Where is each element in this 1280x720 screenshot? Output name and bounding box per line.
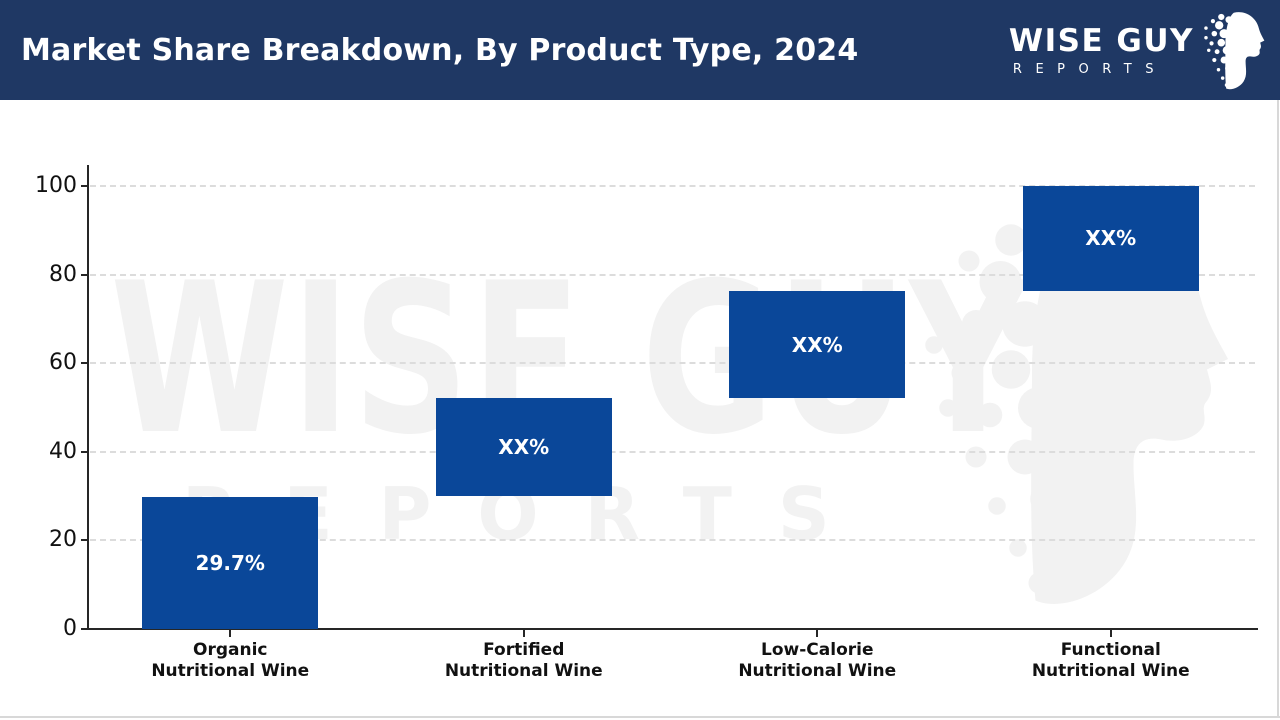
y-tick-label-0: 0 — [63, 616, 77, 641]
y-tick-label-60: 60 — [49, 350, 77, 376]
logo-wordmark: WISE GUY — [1008, 22, 1194, 59]
x-tick-mark-1 — [229, 630, 232, 637]
category-label-4: Functional Nutritional Wine — [971, 640, 1251, 682]
y-tick-label-40: 40 — [49, 438, 77, 464]
bar-2: XX% — [435, 398, 612, 497]
wiseguy-logo: WISE GUY REPORTS — [1009, 10, 1266, 92]
gridline-100 — [90, 185, 1255, 187]
bar-value-label-4: XX% — [1085, 226, 1137, 251]
category-label-line1: Low-Calorie — [761, 640, 874, 660]
y-tick-mark-100 — [81, 185, 88, 187]
x-tick-mark-4 — [1109, 630, 1112, 637]
category-label-line2: Nutritional Wine — [151, 661, 310, 681]
gridline-20 — [90, 539, 1255, 542]
gridline-80 — [90, 273, 1255, 276]
bar-value-label-2: XX% — [498, 435, 550, 460]
gridline-60 — [90, 362, 1255, 365]
bar-4: XX% — [1022, 186, 1199, 291]
y-tick-mark-40 — [81, 450, 88, 453]
bar-value-label-1: 29.7% — [195, 551, 265, 576]
header-bar: Market Share Breakdown, By Product Type,… — [0, 0, 1280, 100]
y-tick-mark-0 — [81, 628, 88, 630]
y-tick-mark-60 — [81, 362, 88, 365]
y-tick-label-20: 20 — [49, 527, 77, 553]
y-tick-mark-80 — [81, 273, 88, 276]
x-axis-line — [87, 628, 1258, 630]
category-label-3: Low-Calorie Nutritional Wine — [677, 640, 957, 682]
y-axis-line — [87, 165, 89, 630]
y-tick-label-80: 80 — [49, 261, 77, 287]
logo-wordmark-block: WISE GUY REPORTS — [1008, 22, 1194, 77]
category-label-line1: Functional — [1060, 640, 1161, 660]
y-tick-mark-20 — [81, 539, 88, 542]
right-border-line — [1277, 100, 1279, 718]
logo-subtext: REPORTS — [1012, 61, 1168, 77]
category-label-line1: Organic — [193, 640, 268, 660]
bar-1: 29.7% — [142, 497, 319, 629]
bar-3: XX% — [729, 290, 906, 399]
page-title: Market Share Breakdown, By Product Type,… — [21, 32, 859, 68]
x-tick-mark-2 — [522, 630, 525, 637]
category-label-line2: Nutritional Wine — [1031, 661, 1190, 681]
category-label-2: Fortified Nutritional Wine — [384, 640, 664, 682]
gridline-40 — [90, 450, 1255, 453]
bottom-border-line — [0, 716, 1280, 718]
x-tick-mark-3 — [816, 630, 819, 637]
bar-value-label-3: XX% — [791, 332, 843, 357]
category-label-line2: Nutritional Wine — [738, 661, 897, 681]
category-label-line1: Fortified — [483, 640, 565, 660]
category-label-1: Organic Nutritional Wine — [90, 640, 370, 682]
y-tick-label-100: 100 — [35, 173, 77, 198]
category-label-line2: Nutritional Wine — [444, 661, 603, 681]
